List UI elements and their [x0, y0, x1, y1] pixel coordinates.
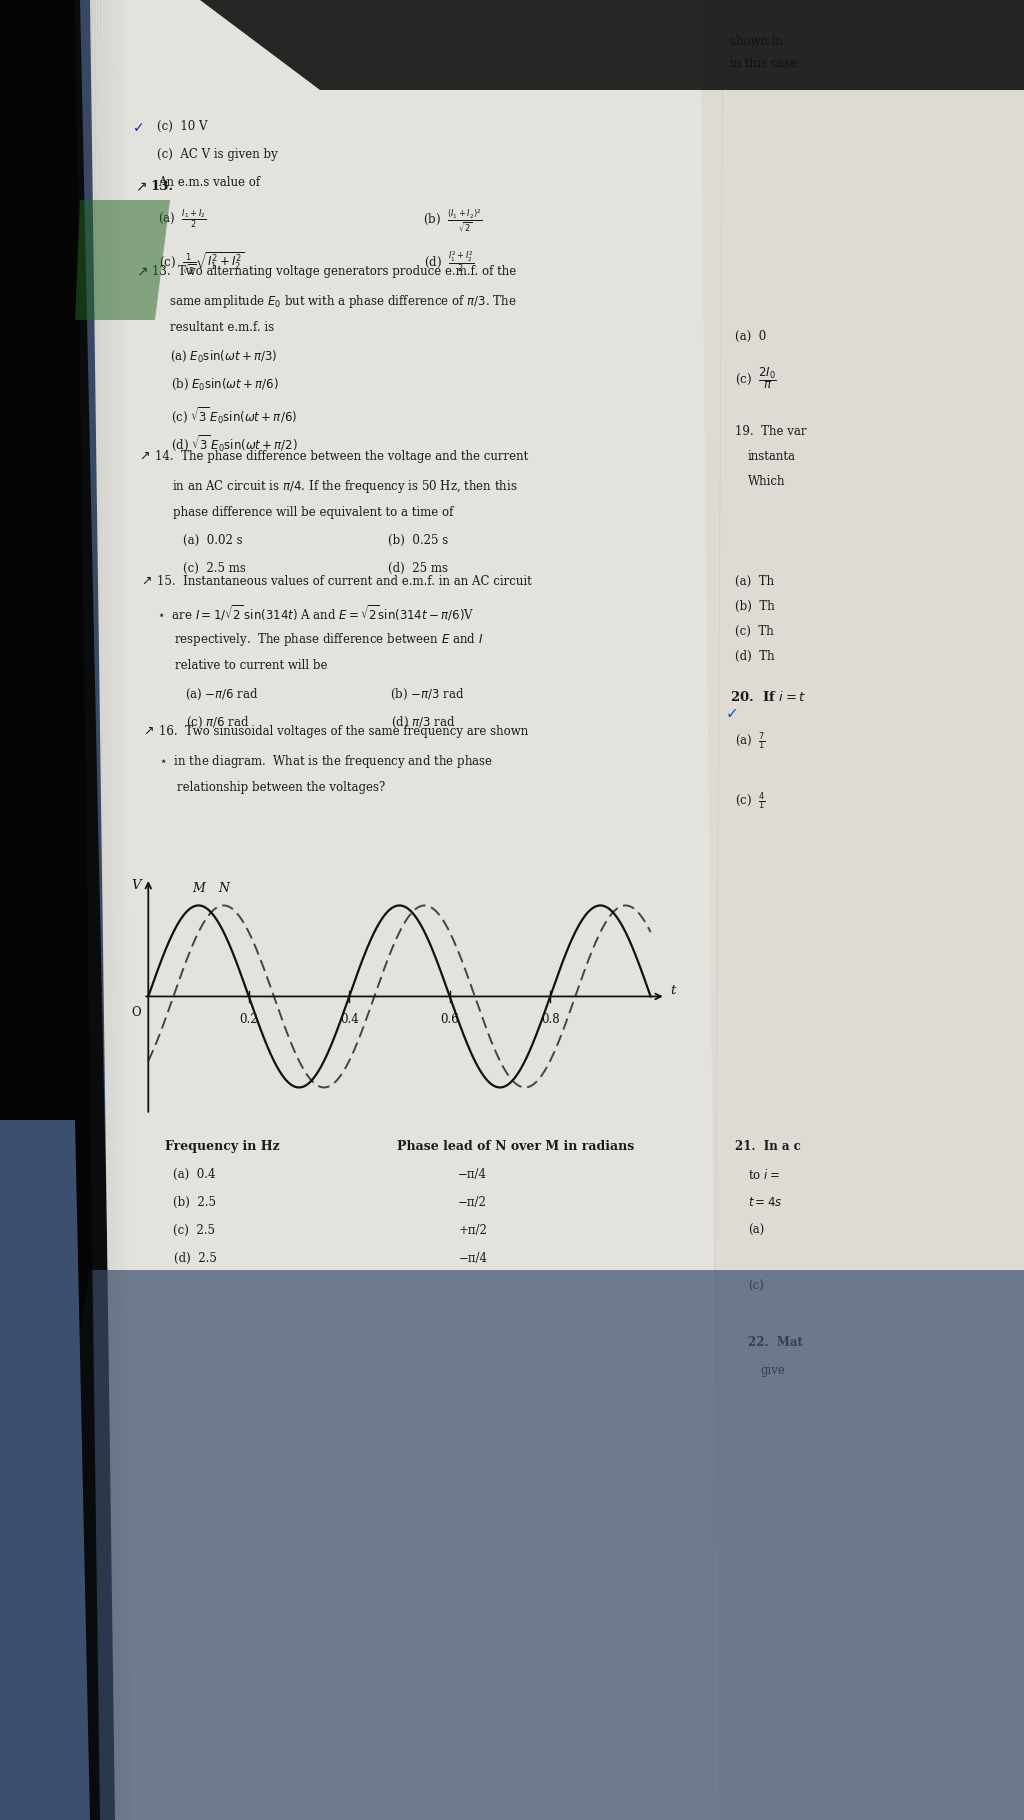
Text: V: V [131, 879, 140, 892]
Text: (c): (c) [748, 1279, 764, 1292]
Text: An e.m.s value of: An e.m.s value of [158, 177, 260, 189]
Polygon shape [0, 0, 120, 1820]
Text: (b)  2.5: (b) 2.5 [173, 1196, 216, 1208]
Text: (c) $\pi/6$ rad: (c) $\pi/6$ rad [185, 715, 249, 730]
Text: (d)  Th: (d) Th [735, 650, 774, 662]
Text: $\star$  are $I = 1/\sqrt{2}\,\sin(314t)$ A and $E = \sqrt{2}\sin(314t-\pi/6)$V: $\star$ are $I = 1/\sqrt{2}\,\sin(314t)$… [157, 602, 474, 622]
Text: M: M [193, 881, 205, 895]
Polygon shape [90, 0, 810, 1820]
Text: (c)  10 V: (c) 10 V [157, 120, 207, 133]
Text: $\nearrow$: $\nearrow$ [133, 180, 147, 195]
Text: (a)  0.02 s: (a) 0.02 s [183, 533, 243, 548]
Text: (c)  2.5 ms: (c) 2.5 ms [183, 562, 247, 575]
Text: $\checkmark$: $\checkmark$ [132, 120, 143, 135]
Text: relative to current will be: relative to current will be [175, 659, 328, 672]
Text: Which: Which [748, 475, 785, 488]
Text: 0.6: 0.6 [440, 1012, 459, 1026]
Text: 20.  If $i = t$: 20. If $i = t$ [730, 690, 806, 704]
Text: (b)  Th: (b) Th [735, 601, 775, 613]
Text: (a)  $\frac{I_1+I_2}{2}$: (a) $\frac{I_1+I_2}{2}$ [158, 207, 207, 231]
Polygon shape [79, 0, 87, 1820]
Text: 0.4: 0.4 [340, 1012, 358, 1026]
Text: 0.8: 0.8 [541, 1012, 559, 1026]
Text: 22.  Mat: 22. Mat [748, 1336, 803, 1349]
Text: instanta: instanta [748, 450, 796, 462]
Text: 13.  Two alternating voltage generators produce e.m.f. of the: 13. Two alternating voltage generators p… [152, 266, 516, 278]
Polygon shape [0, 0, 1024, 89]
Polygon shape [67, 0, 75, 1820]
Polygon shape [70, 0, 78, 1820]
Text: N: N [218, 881, 229, 895]
Polygon shape [73, 0, 81, 1820]
Text: to $i =$: to $i =$ [748, 1168, 779, 1181]
Text: (b) $E_0\sin(\omega t + \pi/6)$: (b) $E_0\sin(\omega t + \pi/6)$ [171, 377, 279, 391]
Text: $\nearrow$: $\nearrow$ [138, 575, 152, 588]
Text: $\nearrow$: $\nearrow$ [141, 724, 154, 737]
Polygon shape [82, 0, 90, 1820]
Text: (b)  0.25 s: (b) 0.25 s [388, 533, 449, 548]
Text: $\nearrow$: $\nearrow$ [137, 450, 150, 462]
Text: (c) $\sqrt{3}\,E_0\sin(\omega t + \pi/6)$: (c) $\sqrt{3}\,E_0\sin(\omega t + \pi/6)… [171, 406, 297, 424]
Text: 16.  Two sinusoidal voltages of the same frequency are shown: 16. Two sinusoidal voltages of the same … [159, 724, 528, 737]
Text: (c)  2.5: (c) 2.5 [173, 1225, 215, 1238]
Text: (c)  AC V is given by: (c) AC V is given by [158, 147, 278, 160]
Text: (a)  0.4: (a) 0.4 [172, 1168, 215, 1181]
Text: relationship between the voltages?: relationship between the voltages? [177, 781, 385, 794]
Text: (a) $-\pi/6$ rad: (a) $-\pi/6$ rad [185, 686, 259, 703]
Text: same amplitude $E_0$ but with a phase difference of $\pi/3$. The: same amplitude $E_0$ but with a phase di… [169, 293, 517, 309]
Text: 15.  Instantaneous values of current and e.m.f. in an AC circuit: 15. Instantaneous values of current and … [157, 575, 531, 588]
Text: resultant e.m.f. is: resultant e.m.f. is [170, 320, 274, 335]
Text: (a)  $\frac{7}{1}$: (a) $\frac{7}{1}$ [735, 730, 766, 752]
Polygon shape [0, 0, 100, 1820]
Text: (b) $-\pi/3$ rad: (b) $-\pi/3$ rad [390, 686, 465, 703]
Text: 14.  The phase difference between the voltage and the current: 14. The phase difference between the vol… [155, 450, 528, 462]
Text: 0.2: 0.2 [240, 1012, 258, 1026]
Text: 19.  The var: 19. The var [735, 426, 807, 439]
Text: (a) $E_0\sin(\omega t + \pi/3)$: (a) $E_0\sin(\omega t + \pi/3)$ [170, 349, 278, 364]
Text: +π/2: +π/2 [459, 1225, 487, 1238]
Text: respectively.  The phase difference between $E$ and $I$: respectively. The phase difference betwe… [174, 632, 483, 648]
Text: (c)  $\dfrac{2I_0}{\pi}$: (c) $\dfrac{2I_0}{\pi}$ [735, 366, 777, 391]
Text: −π/2: −π/2 [458, 1196, 486, 1208]
Text: −π/4: −π/4 [458, 1168, 486, 1181]
Text: (c)  $\frac{1}{\sqrt{2}}\sqrt{I_1^2+I_2^2}$: (c) $\frac{1}{\sqrt{2}}\sqrt{I_1^2+I_2^2… [159, 249, 245, 277]
Text: (d) $\sqrt{3}\,E_0\sin(\omega t + \pi/2)$: (d) $\sqrt{3}\,E_0\sin(\omega t + \pi/2)… [171, 433, 298, 453]
Polygon shape [0, 1270, 1024, 1820]
Text: Phase lead of N over M in radians: Phase lead of N over M in radians [397, 1139, 634, 1154]
Text: phase difference will be equivalent to a time of: phase difference will be equivalent to a… [173, 506, 453, 519]
Text: give: give [760, 1363, 784, 1378]
Polygon shape [0, 1119, 90, 1820]
Text: 21.  In a c: 21. In a c [735, 1139, 801, 1154]
Text: t: t [671, 985, 676, 997]
Text: in an AC circuit is $\pi/4$. If the frequency is 50 Hz, then this: in an AC circuit is $\pi/4$. If the freq… [172, 479, 518, 495]
Text: (a)  Th: (a) Th [735, 575, 774, 588]
Text: in this case: in this case [730, 58, 798, 71]
Text: 13.: 13. [151, 180, 174, 193]
Polygon shape [75, 200, 170, 320]
Text: Frequency in Hz: Frequency in Hz [165, 1139, 280, 1154]
Text: (b)  $\frac{(I_1+I_2)^2}{\sqrt{2}}$: (b) $\frac{(I_1+I_2)^2}{\sqrt{2}}$ [423, 207, 482, 235]
Polygon shape [76, 0, 84, 1820]
Text: shown in: shown in [730, 35, 783, 47]
Text: $t = 4s$: $t = 4s$ [748, 1196, 782, 1208]
Text: (c)  Th: (c) Th [735, 624, 774, 639]
Text: (a): (a) [748, 1225, 764, 1238]
Text: $\nearrow$: $\nearrow$ [134, 266, 148, 278]
Text: −π/4: −π/4 [459, 1252, 487, 1265]
Polygon shape [700, 0, 1024, 1820]
Text: (d)  2.5: (d) 2.5 [174, 1252, 217, 1265]
Text: (d) $\pi/3$ rad: (d) $\pi/3$ rad [391, 715, 455, 730]
Text: O: O [131, 1005, 140, 1019]
Text: $\star$  in the diagram.  What is the frequency and the phase: $\star$ in the diagram. What is the freq… [160, 753, 494, 770]
Text: (c)  $\frac{4}{1}$: (c) $\frac{4}{1}$ [735, 790, 766, 812]
Text: (d)  $\frac{I_1^2+I_2^2}{2}$: (d) $\frac{I_1^2+I_2^2}{2}$ [424, 249, 474, 275]
Text: (a)  0: (a) 0 [735, 329, 766, 342]
Text: $\checkmark$: $\checkmark$ [725, 704, 737, 721]
Text: (d)  25 ms: (d) 25 ms [388, 562, 449, 575]
